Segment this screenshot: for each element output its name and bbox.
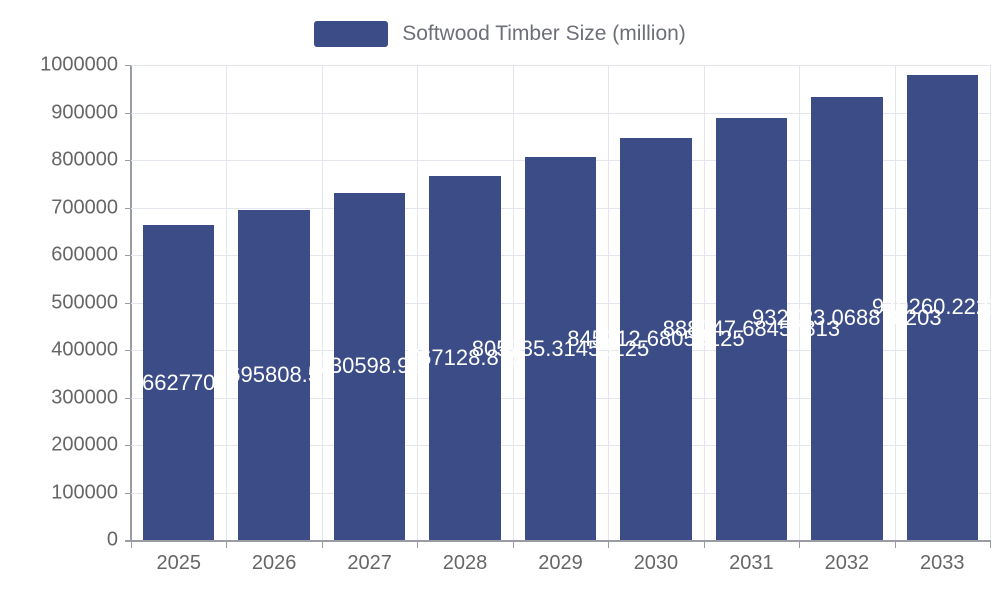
bar[interactable] <box>906 74 979 540</box>
y-axis-label: 900000 <box>51 101 118 123</box>
x-axis-label: 2029 <box>538 552 583 574</box>
bar[interactable] <box>333 192 406 540</box>
legend-swatch-icon <box>314 21 389 47</box>
x-axis-label: 2030 <box>633 552 679 574</box>
x-axis-label: 2031 <box>729 552 774 574</box>
y-axis-label: 1000000 <box>40 53 118 76</box>
vertical-gridline <box>894 65 896 540</box>
y-axis-label: 700000 <box>51 196 118 218</box>
y-axis-label: 300000 <box>51 386 118 408</box>
y-axis-tick <box>125 207 131 209</box>
vertical-gridline <box>608 65 610 540</box>
y-axis-tick <box>125 350 131 351</box>
x-axis-tick <box>131 540 132 548</box>
x-axis-label: 2027 <box>347 552 392 574</box>
vertical-gridline <box>226 65 228 540</box>
x-axis-label: 2033 <box>920 552 965 574</box>
x-axis-line <box>125 540 991 542</box>
y-axis-label: 200000 <box>51 433 118 456</box>
vertical-gridline <box>321 65 323 540</box>
x-axis-label: 2025 <box>156 552 201 574</box>
bar[interactable] <box>142 225 215 540</box>
y-axis-label: 400000 <box>51 338 118 361</box>
x-axis-tick <box>321 540 323 548</box>
bar[interactable] <box>715 118 788 540</box>
y-axis-tick <box>125 540 131 541</box>
y-axis-tick <box>125 445 131 446</box>
vertical-gridline <box>990 65 991 540</box>
x-axis-tick <box>608 540 610 548</box>
x-axis-tick <box>894 540 896 548</box>
x-axis-label: 2028 <box>442 552 488 574</box>
legend-label: Softwood Timber Size (million) <box>402 22 686 45</box>
y-axis-tick <box>125 255 131 256</box>
y-axis-line <box>130 65 132 542</box>
vertical-gridline <box>799 65 801 540</box>
bar[interactable] <box>238 209 310 540</box>
y-axis-tick <box>125 112 131 114</box>
x-axis-tick <box>226 540 228 548</box>
x-axis-label: 2026 <box>251 552 297 574</box>
y-axis-tick <box>125 302 131 304</box>
x-axis-tick <box>990 540 991 548</box>
vertical-gridline <box>417 65 419 540</box>
vertical-gridline <box>512 65 514 540</box>
gridline <box>131 112 990 114</box>
x-axis-tick <box>417 540 419 548</box>
gridline <box>131 65 990 66</box>
bar[interactable] <box>524 157 597 540</box>
y-axis-label: 600000 <box>51 243 118 266</box>
y-axis-tick <box>125 397 131 399</box>
x-axis-tick <box>703 540 705 548</box>
x-axis-label: 2032 <box>824 552 870 574</box>
bar[interactable] <box>620 138 692 540</box>
y-axis-tick <box>125 492 131 494</box>
y-axis-label: 100000 <box>51 481 118 503</box>
y-axis-label: 500000 <box>51 291 118 313</box>
bar[interactable] <box>811 96 883 540</box>
x-axis-tick <box>799 540 801 548</box>
y-axis-label: 800000 <box>51 148 118 171</box>
legend[interactable]: Softwood Timber Size (million) <box>0 20 1000 48</box>
y-axis-label: 0 <box>106 528 118 551</box>
bar[interactable] <box>429 175 501 540</box>
plot-area: 0 100000 200000 300000 400000 500000 600000 700… <box>40 54 1000 575</box>
y-axis-tick <box>125 65 131 66</box>
y-axis-tick <box>125 160 131 161</box>
vertical-gridline <box>703 65 705 540</box>
x-axis-tick <box>512 540 514 548</box>
